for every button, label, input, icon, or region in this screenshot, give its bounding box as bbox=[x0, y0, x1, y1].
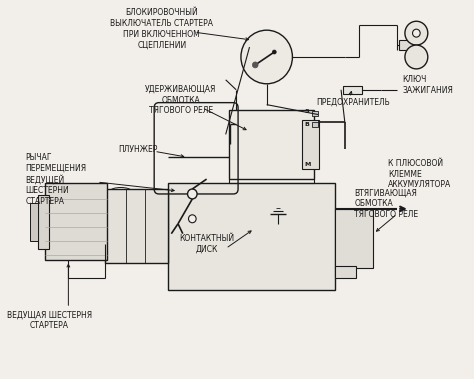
Circle shape bbox=[188, 189, 197, 199]
Text: ПРЕДОХРАНИТЕЛЬ: ПРЕДОХРАНИТЕЛЬ bbox=[316, 97, 390, 106]
Text: УДЕРЖИВАЮЩАЯ
ОБМОТКА
ТЯГОВОГО РЕЛЕ: УДЕРЖИВАЮЩАЯ ОБМОТКА ТЯГОВОГО РЕЛЕ bbox=[145, 85, 217, 115]
Circle shape bbox=[273, 50, 276, 54]
Bar bbox=[168, 183, 335, 290]
Text: К ПЛЮСОВОЙ
КЛЕММЕ
АККУМУЛЯТОРА: К ПЛЮСОВОЙ КЛЕММЕ АККУМУЛЯТОРА bbox=[388, 159, 451, 190]
Bar bbox=[399, 40, 416, 50]
Bar bbox=[312, 122, 318, 127]
Bar bbox=[38, 195, 49, 249]
Text: S: S bbox=[305, 109, 310, 114]
Text: КОНТАКТНЫЙ
ДИСК: КОНТАКТНЫЙ ДИСК bbox=[179, 234, 234, 254]
Circle shape bbox=[241, 30, 292, 84]
Circle shape bbox=[405, 45, 428, 69]
Bar bbox=[335, 266, 356, 278]
Bar bbox=[335, 209, 374, 268]
Bar bbox=[228, 110, 314, 179]
Bar bbox=[105, 189, 168, 263]
Circle shape bbox=[412, 29, 420, 37]
Text: КЛЮЧ
ЗАЖИГАНИЯ: КЛЮЧ ЗАЖИГАНИЯ bbox=[402, 75, 453, 95]
Text: РЫЧАГ
ПЕРЕМЕЩЕНИЯ
ВЕДУЩЕЙ
ШЕСТЕРНИ
СТАРТЕРА: РЫЧАГ ПЕРЕМЕЩЕНИЯ ВЕДУЩЕЙ ШЕСТЕРНИ СТАРТ… bbox=[26, 152, 87, 206]
Text: ПЛУНЖЕР: ПЛУНЖЕР bbox=[118, 145, 157, 154]
Text: ВЕДУЩАЯ ШЕСТЕРНЯ
СТАРТЕРА: ВЕДУЩАЯ ШЕСТЕРНЯ СТАРТЕРА bbox=[7, 310, 92, 330]
Bar bbox=[30, 203, 38, 241]
Circle shape bbox=[405, 21, 428, 45]
Circle shape bbox=[189, 215, 196, 223]
Bar bbox=[312, 111, 318, 116]
Text: БЛОКИРОВОЧНЫЙ
ВЫКЛЮЧАТЕЛЬ СТАРТЕРА
ПРИ ВКЛЮЧЕННОМ
СЦЕПЛЕНИИ: БЛОКИРОВОЧНЫЙ ВЫКЛЮЧАТЕЛЬ СТАРТЕРА ПРИ В… bbox=[110, 8, 213, 50]
Bar bbox=[343, 86, 362, 94]
Bar bbox=[302, 119, 319, 169]
Text: ВТЯГИВАЮЩАЯ
ОБМОТКА
ТЯГОВОГО РЕЛЕ: ВТЯГИВАЮЩАЯ ОБМОТКА ТЯГОВОГО РЕЛЕ bbox=[355, 189, 419, 219]
Circle shape bbox=[252, 62, 258, 68]
Text: M: M bbox=[305, 162, 311, 167]
Bar bbox=[45, 183, 107, 260]
Text: B: B bbox=[305, 122, 310, 127]
